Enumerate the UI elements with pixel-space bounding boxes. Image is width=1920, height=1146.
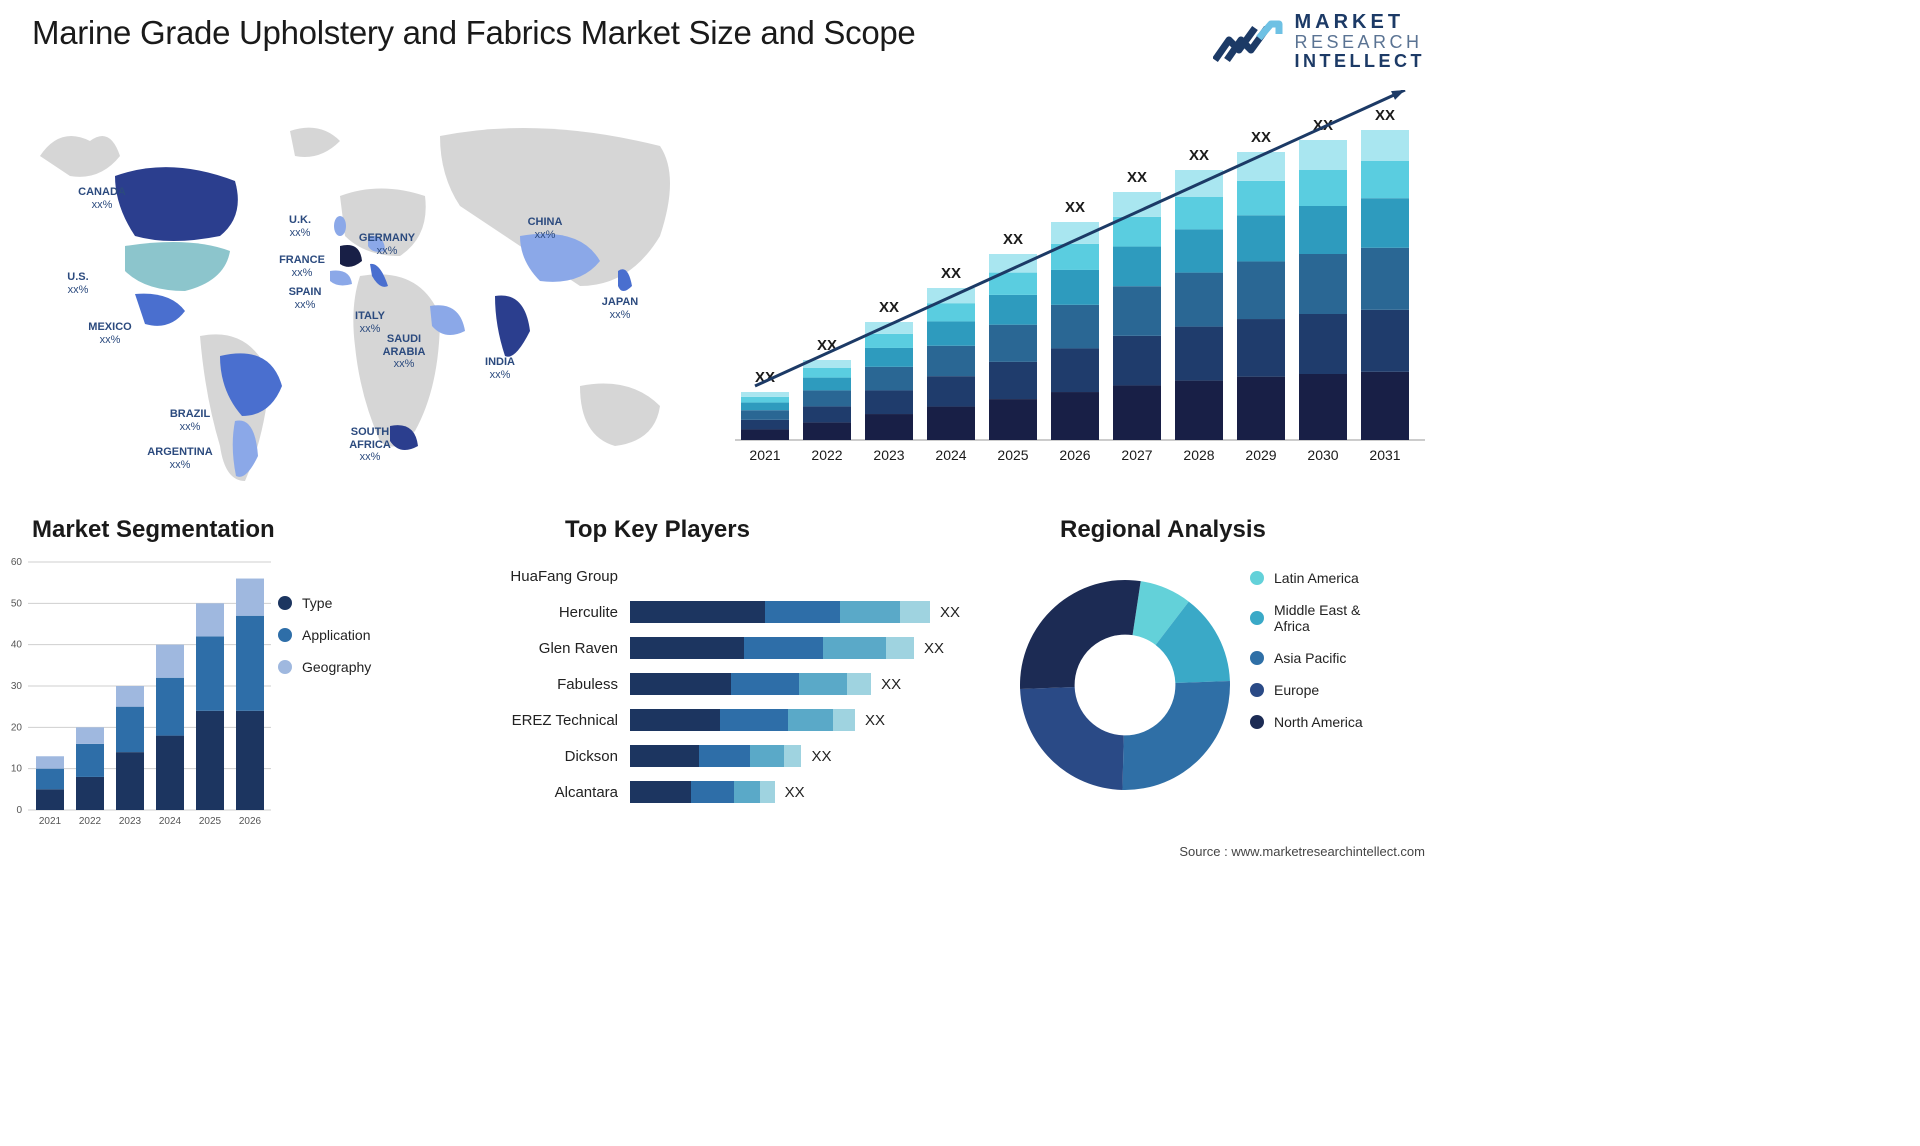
kp-row-dickson: Dickson XX (480, 738, 970, 774)
region-legend-north-america: North America (1250, 714, 1363, 730)
svg-text:XX: XX (1251, 129, 1271, 146)
kp-name: Dickson (480, 748, 630, 765)
kp-row-herculite: Herculite XX (480, 594, 970, 630)
svg-text:50: 50 (11, 598, 23, 609)
segmentation-legend: Type Application Geography (278, 595, 371, 691)
svg-text:XX: XX (879, 299, 899, 316)
svg-text:2025: 2025 (997, 447, 1028, 463)
world-map-region: CANADAxx% U.S.xx% MEXICOxx% BRAZILxx% ARGENT… (20, 86, 700, 486)
svg-text:2025: 2025 (199, 816, 222, 827)
kp-value: XX (924, 640, 944, 657)
svg-text:2031: 2031 (1369, 447, 1400, 463)
kp-name: Fabuless (480, 676, 630, 693)
svg-text:30: 30 (11, 681, 23, 692)
svg-text:2024: 2024 (159, 816, 182, 827)
svg-text:2028: 2028 (1183, 447, 1214, 463)
kp-name: HuaFang Group (480, 568, 630, 585)
kp-row-huafang-group: HuaFang Group (480, 558, 970, 594)
map-label-argentina: ARGENTINAxx% (147, 446, 212, 471)
region-legend-europe: Europe (1250, 682, 1363, 698)
kp-row-erez-technical: EREZ Technical XX (480, 702, 970, 738)
svg-text:2029: 2029 (1245, 447, 1276, 463)
page-title: Marine Grade Upholstery and Fabrics Mark… (32, 14, 916, 52)
svg-text:60: 60 (11, 557, 23, 568)
logo-mark-icon (1213, 16, 1283, 66)
region-legend-asia-pacific: Asia Pacific (1250, 650, 1363, 666)
map-label-germany: GERMANYxx% (359, 232, 415, 257)
map-label-u-k-: U.K.xx% (289, 214, 311, 239)
svg-text:2022: 2022 (79, 816, 102, 827)
svg-text:10: 10 (11, 764, 23, 775)
brand-logo: MARKET RESEARCH INTELLECT (1213, 12, 1426, 71)
seg-legend-application: Application (278, 627, 371, 643)
svg-text:2022: 2022 (811, 447, 842, 463)
svg-text:40: 40 (11, 640, 23, 651)
kp-value: XX (785, 784, 805, 801)
map-label-italy: ITALYxx% (355, 310, 385, 335)
seg-legend-type: Type (278, 595, 371, 611)
region-legend-middle-east-africa: Middle East &Africa (1250, 602, 1363, 634)
map-label-saudi-arabia: SAUDIARABIAxx% (383, 333, 426, 371)
key-players-title: Top Key Players (565, 516, 750, 544)
map-label-brazil: BRAZILxx% (170, 408, 210, 433)
kp-row-glen-raven: Glen Raven XX (480, 630, 970, 666)
svg-text:2026: 2026 (239, 816, 262, 827)
kp-name: Glen Raven (480, 640, 630, 657)
map-label-south-africa: SOUTHAFRICAxx% (349, 426, 391, 464)
svg-text:2030: 2030 (1307, 447, 1338, 463)
regional-title: Regional Analysis (1060, 516, 1266, 544)
segmentation-title: Market Segmentation (32, 516, 275, 544)
source-text: Source : www.marketresearchintellect.com (1179, 844, 1425, 859)
map-label-china: CHINAxx% (528, 216, 563, 241)
svg-text:2027: 2027 (1121, 447, 1152, 463)
seg-legend-geography: Geography (278, 659, 371, 675)
kp-name: Herculite (480, 604, 630, 621)
svg-text:2023: 2023 (119, 816, 142, 827)
kp-name: Alcantara (480, 784, 630, 801)
kp-value: XX (865, 712, 885, 729)
kp-value: XX (940, 604, 960, 621)
svg-text:0: 0 (16, 805, 22, 816)
logo-text-3: INTELLECT (1295, 52, 1426, 71)
logo-text-2: RESEARCH (1295, 33, 1426, 52)
map-label-spain: SPAINxx% (289, 286, 322, 311)
svg-text:2023: 2023 (873, 447, 904, 463)
svg-text:XX: XX (941, 265, 961, 282)
kp-name: EREZ Technical (480, 712, 630, 729)
map-label-japan: JAPANxx% (602, 296, 638, 321)
map-label-u-s-: U.S.xx% (67, 271, 88, 296)
svg-text:XX: XX (1189, 147, 1209, 164)
kp-value: XX (811, 748, 831, 765)
map-label-canada: CANADAxx% (78, 186, 126, 211)
svg-text:2021: 2021 (749, 447, 780, 463)
map-label-mexico: MEXICOxx% (88, 321, 131, 346)
regional-legend: Latin America Middle East &Africa Asia Pac… (1250, 570, 1363, 746)
svg-text:2026: 2026 (1059, 447, 1090, 463)
svg-text:XX: XX (1127, 169, 1147, 186)
svg-text:XX: XX (1065, 199, 1085, 216)
region-legend-latin-america: Latin America (1250, 570, 1363, 586)
svg-text:XX: XX (1003, 231, 1023, 248)
svg-text:XX: XX (1375, 107, 1395, 124)
key-players-chart: HuaFang GroupHerculiteXXGlen RavenXXFabu… (480, 558, 970, 838)
map-label-france: FRANCExx% (279, 254, 325, 279)
regional-donut (1000, 555, 1250, 815)
logo-text-1: MARKET (1295, 12, 1426, 33)
map-label-india: INDIAxx% (485, 356, 515, 381)
kp-value: XX (881, 676, 901, 693)
svg-text:20: 20 (11, 722, 23, 733)
kp-row-alcantara: Alcantara XX (480, 774, 970, 810)
svg-text:2024: 2024 (935, 447, 966, 463)
svg-text:2021: 2021 (39, 816, 62, 827)
market-size-chart: XX 2021 XX 2022 XX 2023 XX 2024 XX 2025 XX 2026 XX 20… (735, 90, 1425, 480)
kp-row-fabuless: Fabuless XX (480, 666, 970, 702)
segmentation-chart: 0 10 20 30 40 50 60 2021 2022 2023 2024 2025 2026 (0, 550, 275, 830)
